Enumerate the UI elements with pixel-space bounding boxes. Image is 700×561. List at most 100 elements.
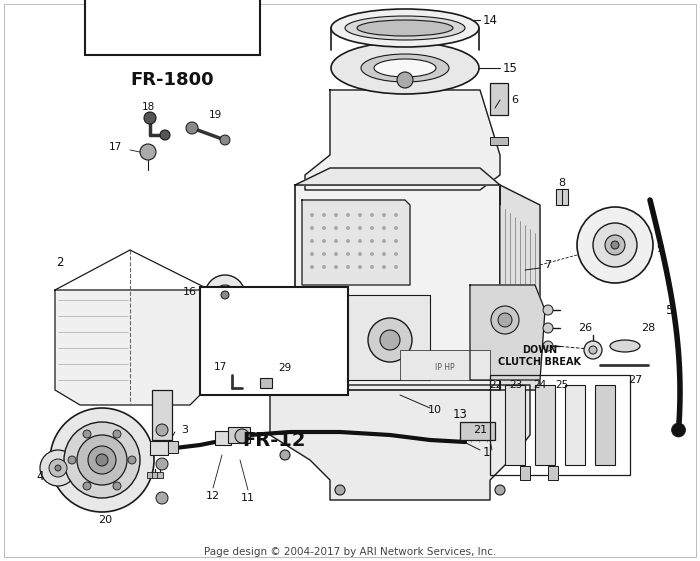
Text: 13: 13 <box>453 408 468 421</box>
Text: 17: 17 <box>108 142 122 152</box>
Bar <box>400 350 490 380</box>
Circle shape <box>334 252 338 256</box>
Bar <box>228 427 250 443</box>
Ellipse shape <box>610 340 640 352</box>
Circle shape <box>380 330 400 350</box>
Text: 16: 16 <box>183 287 197 297</box>
Ellipse shape <box>357 20 453 36</box>
Circle shape <box>322 213 326 217</box>
Circle shape <box>280 450 290 460</box>
Ellipse shape <box>361 54 449 82</box>
Polygon shape <box>295 185 330 390</box>
Circle shape <box>140 144 156 160</box>
Circle shape <box>215 285 235 305</box>
Text: 1: 1 <box>482 445 490 458</box>
Circle shape <box>346 265 350 269</box>
Circle shape <box>498 313 512 327</box>
Circle shape <box>50 408 154 512</box>
Circle shape <box>334 265 338 269</box>
Ellipse shape <box>331 42 479 94</box>
Bar <box>565 385 585 465</box>
Circle shape <box>593 223 637 267</box>
Text: 3: 3 <box>181 425 188 435</box>
Bar <box>150 441 168 455</box>
Text: 12: 12 <box>206 491 220 501</box>
Polygon shape <box>295 185 500 390</box>
Circle shape <box>346 226 350 230</box>
Circle shape <box>144 112 156 124</box>
Polygon shape <box>295 168 500 185</box>
Circle shape <box>113 482 121 490</box>
Bar <box>535 385 555 465</box>
Ellipse shape <box>331 9 479 47</box>
Circle shape <box>334 239 338 243</box>
Bar <box>147 472 153 478</box>
Text: CLUTCH BREAK: CLUTCH BREAK <box>498 357 582 367</box>
Text: 7: 7 <box>545 260 552 270</box>
Circle shape <box>611 241 619 249</box>
Circle shape <box>589 346 597 354</box>
Circle shape <box>394 252 398 256</box>
Circle shape <box>370 252 374 256</box>
Text: 15: 15 <box>503 62 517 75</box>
Bar <box>215 431 231 445</box>
Circle shape <box>83 482 91 490</box>
Polygon shape <box>302 200 410 285</box>
Bar <box>490 83 508 115</box>
Bar <box>260 378 272 388</box>
Ellipse shape <box>345 16 465 40</box>
Polygon shape <box>500 185 540 390</box>
Circle shape <box>394 239 398 243</box>
Polygon shape <box>270 385 530 500</box>
Text: 2: 2 <box>56 255 64 269</box>
Text: FR-12: FR-12 <box>242 430 306 449</box>
Circle shape <box>543 341 553 351</box>
Text: IP HP: IP HP <box>435 362 455 371</box>
Polygon shape <box>305 90 500 190</box>
Text: 6: 6 <box>512 95 519 105</box>
Circle shape <box>334 226 338 230</box>
Text: 17: 17 <box>214 362 227 372</box>
Circle shape <box>358 226 362 230</box>
Circle shape <box>322 252 326 256</box>
Circle shape <box>358 213 362 217</box>
Circle shape <box>96 454 108 466</box>
Text: 26: 26 <box>578 323 592 333</box>
Circle shape <box>382 265 386 269</box>
Bar <box>157 472 163 478</box>
Circle shape <box>394 213 398 217</box>
Circle shape <box>160 130 170 140</box>
Bar <box>490 137 508 145</box>
Text: 5: 5 <box>666 304 674 316</box>
Text: 19: 19 <box>209 110 222 120</box>
Text: 11: 11 <box>241 493 255 503</box>
Circle shape <box>113 430 121 438</box>
Circle shape <box>220 135 230 145</box>
Text: 27: 27 <box>628 375 642 385</box>
Text: 21: 21 <box>473 425 487 435</box>
Text: 24: 24 <box>533 380 547 390</box>
Circle shape <box>156 458 168 470</box>
Circle shape <box>346 252 350 256</box>
Bar <box>168 441 178 453</box>
Circle shape <box>156 424 168 436</box>
Circle shape <box>358 252 362 256</box>
Text: Page design © 2004-2017 by ARI Network Services, Inc.: Page design © 2004-2017 by ARI Network S… <box>204 547 496 557</box>
Circle shape <box>310 265 314 269</box>
Polygon shape <box>330 295 430 380</box>
Circle shape <box>346 239 350 243</box>
Circle shape <box>510 450 520 460</box>
Text: 4: 4 <box>36 470 43 482</box>
Circle shape <box>49 459 67 477</box>
Circle shape <box>310 226 314 230</box>
Circle shape <box>88 446 116 474</box>
Ellipse shape <box>374 59 436 77</box>
Bar <box>548 466 558 480</box>
Bar <box>520 466 530 480</box>
Text: 28: 28 <box>641 323 655 333</box>
Polygon shape <box>470 285 545 380</box>
Circle shape <box>577 207 653 283</box>
Circle shape <box>128 456 136 464</box>
Bar <box>595 385 615 465</box>
Bar <box>152 472 158 478</box>
